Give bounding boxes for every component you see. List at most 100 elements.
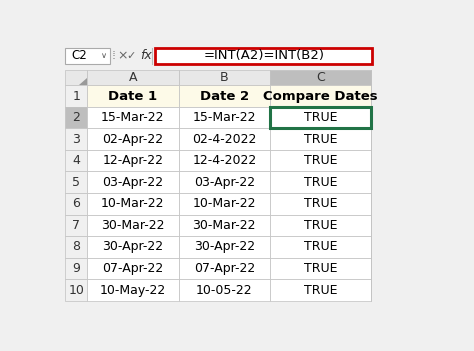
Bar (179, 258, 270, 279)
Text: 10: 10 (68, 284, 84, 297)
Text: 12-Apr-22: 12-Apr-22 (102, 154, 164, 167)
Bar (270, 128, 371, 150)
Bar (270, 107, 371, 128)
Text: TRUE: TRUE (304, 219, 337, 232)
Bar (179, 70, 270, 85)
Bar (270, 150, 371, 172)
Bar (65, 172, 87, 193)
Text: 02-Apr-22: 02-Apr-22 (102, 133, 164, 146)
Bar (65, 128, 87, 150)
Text: 10-Mar-22: 10-Mar-22 (192, 197, 256, 210)
Text: 10-Mar-22: 10-Mar-22 (101, 197, 164, 210)
Bar (65, 193, 87, 214)
Bar (87, 193, 179, 214)
Bar (65, 258, 87, 279)
Text: 7: 7 (73, 219, 80, 232)
Bar (87, 70, 179, 85)
Text: Date 2: Date 2 (200, 90, 249, 102)
Text: ×: × (118, 49, 128, 62)
Text: 9: 9 (73, 262, 80, 275)
Text: 30-Mar-22: 30-Mar-22 (192, 219, 256, 232)
Text: TRUE: TRUE (304, 240, 337, 253)
Bar (65, 47, 110, 65)
Bar (87, 150, 179, 172)
Bar (87, 236, 179, 258)
Bar (65, 236, 87, 258)
Text: 3: 3 (73, 133, 80, 146)
Text: =INT(A2)=INT(B2): =INT(A2)=INT(B2) (203, 49, 324, 62)
Bar (65, 70, 87, 85)
Text: B: B (220, 71, 228, 84)
Bar (270, 85, 371, 107)
Bar (179, 85, 270, 107)
Text: 30-Apr-22: 30-Apr-22 (194, 240, 255, 253)
Bar (87, 107, 179, 128)
Bar (270, 107, 371, 128)
Text: 30-Mar-22: 30-Mar-22 (101, 219, 164, 232)
Bar (65, 279, 87, 301)
Bar (65, 150, 87, 172)
Text: 07-Apr-22: 07-Apr-22 (102, 262, 164, 275)
Text: C: C (316, 71, 325, 84)
Text: TRUE: TRUE (304, 284, 337, 297)
Bar (87, 85, 179, 107)
Text: 8: 8 (73, 240, 80, 253)
Bar (87, 258, 179, 279)
Bar (179, 236, 270, 258)
Bar (65, 214, 87, 236)
Text: TRUE: TRUE (304, 133, 337, 146)
Text: TRUE: TRUE (304, 154, 337, 167)
Polygon shape (80, 78, 87, 85)
Text: TRUE: TRUE (304, 197, 337, 210)
Bar (179, 107, 270, 128)
Bar (179, 128, 270, 150)
Bar (179, 214, 270, 236)
Bar (369, 127, 373, 130)
Text: 1: 1 (73, 90, 80, 102)
Text: ✓: ✓ (126, 51, 135, 61)
Bar (270, 258, 371, 279)
Bar (270, 236, 371, 258)
Bar (270, 193, 371, 214)
Text: 6: 6 (73, 197, 80, 210)
Bar (87, 279, 179, 301)
Text: TRUE: TRUE (304, 176, 337, 189)
Bar (59, 42, 427, 68)
Bar (270, 214, 371, 236)
Text: 15-Mar-22: 15-Mar-22 (192, 111, 256, 124)
Bar (65, 85, 87, 107)
Bar (179, 172, 270, 193)
Text: TRUE: TRUE (304, 111, 337, 124)
Text: fx: fx (140, 49, 152, 62)
Bar (270, 70, 371, 85)
Bar (87, 128, 179, 150)
Text: TRUE: TRUE (304, 262, 337, 275)
Text: 12-4-2022: 12-4-2022 (192, 154, 256, 167)
Text: 5: 5 (73, 176, 80, 189)
Bar (179, 150, 270, 172)
Text: C2: C2 (72, 49, 87, 62)
Text: ⁞: ⁞ (111, 49, 116, 62)
Text: 03-Apr-22: 03-Apr-22 (102, 176, 164, 189)
Text: Compare Dates: Compare Dates (263, 90, 378, 102)
Bar (270, 172, 371, 193)
Text: A: A (128, 71, 137, 84)
Text: ∨: ∨ (101, 52, 107, 60)
Text: 4: 4 (73, 154, 80, 167)
Text: 07-Apr-22: 07-Apr-22 (194, 262, 255, 275)
Bar (179, 279, 270, 301)
Bar (155, 47, 373, 65)
Text: 2: 2 (73, 111, 80, 124)
Bar (87, 172, 179, 193)
Text: 10-May-22: 10-May-22 (100, 284, 166, 297)
Bar (87, 214, 179, 236)
Text: 15-Mar-22: 15-Mar-22 (101, 111, 164, 124)
Bar (179, 193, 270, 214)
Text: 30-Apr-22: 30-Apr-22 (102, 240, 164, 253)
Bar (270, 279, 371, 301)
Text: 02-4-2022: 02-4-2022 (192, 133, 256, 146)
Text: 10-05-22: 10-05-22 (196, 284, 253, 297)
Text: Date 1: Date 1 (109, 90, 157, 102)
Bar (65, 107, 87, 128)
Text: 03-Apr-22: 03-Apr-22 (194, 176, 255, 189)
